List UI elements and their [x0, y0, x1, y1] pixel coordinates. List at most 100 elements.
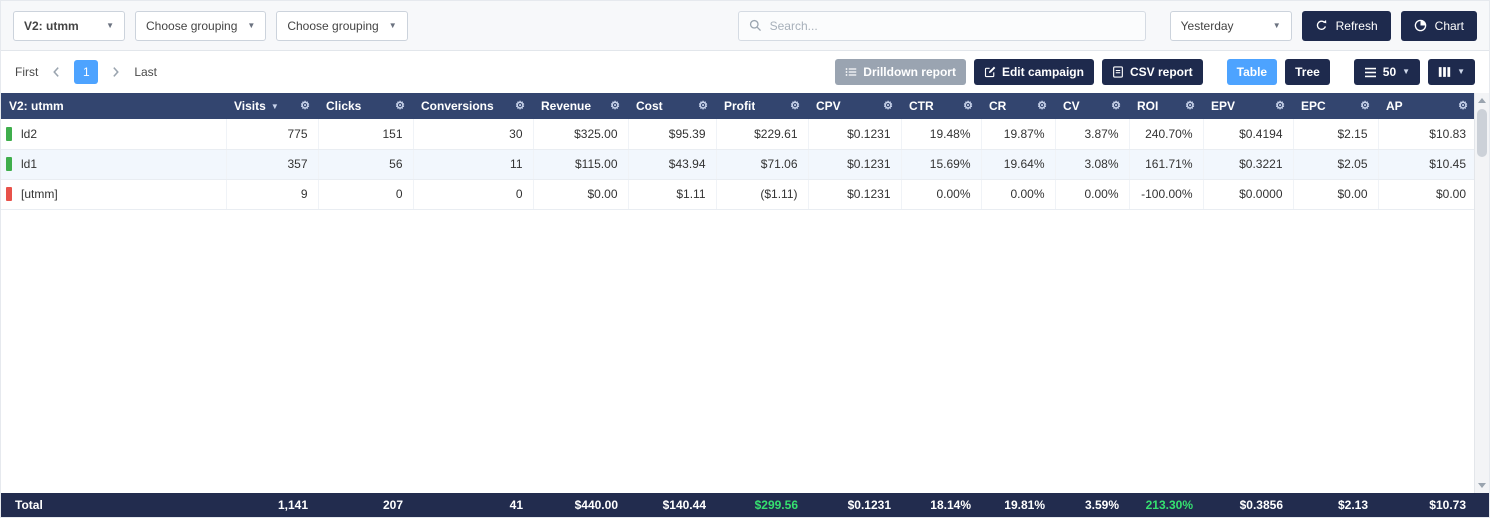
column-settings-gear-icon[interactable]: ⚙ — [698, 99, 708, 112]
total-bar: Total 1,141 207 41 $440.00 $140.44 $299.… — [1, 493, 1489, 517]
column-header-clicks[interactable]: Clicks ⚙ — [318, 93, 413, 119]
total-label: Total — [15, 498, 43, 512]
cell-cpv: $0.1231 — [808, 149, 902, 180]
column-header-roi[interactable]: ROI ⚙ — [1129, 93, 1203, 119]
column-settings-gear-icon[interactable]: ⚙ — [1185, 99, 1195, 112]
table-row[interactable]: ld2 775 151 30 $325.00 $95.39 $229.61 $0… — [1, 119, 1476, 150]
drilldown-report-button[interactable]: Drilldown report — [835, 59, 966, 85]
pagination-current-page[interactable]: 1 — [74, 60, 99, 84]
vertical-scrollbar[interactable] — [1474, 93, 1489, 493]
cell-roi: 240.70% — [1129, 119, 1204, 150]
tree-view-label: Tree — [1295, 65, 1320, 79]
column-header-cpv[interactable]: CPV ⚙ — [808, 93, 901, 119]
total-roi: 213.30% — [1145, 498, 1193, 512]
columns-icon — [1438, 66, 1451, 78]
scrollbar-thumb[interactable] — [1477, 109, 1487, 157]
column-header-visits[interactable]: Visits ▼ ⚙ — [226, 93, 318, 119]
column-settings-gear-icon[interactable]: ⚙ — [883, 99, 893, 112]
total-cpv: $0.1231 — [847, 498, 891, 512]
list-icon — [845, 66, 857, 78]
column-header-epv[interactable]: EPV ⚙ — [1203, 93, 1293, 119]
cell-profit: $71.06 — [716, 149, 809, 180]
cell-cr: 0.00% — [981, 179, 1056, 210]
pagination: First 1 Last — [15, 60, 157, 84]
sort-desc-icon: ▼ — [270, 101, 279, 111]
column-settings-gear-icon[interactable]: ⚙ — [790, 99, 800, 112]
report-table: V2: utmm Visits ▼ ⚙ Clicks ⚙ Conversions ⚙ R… — [1, 93, 1476, 210]
rows-per-page-value: 50 — [1382, 65, 1397, 79]
column-settings-gear-icon[interactable]: ⚙ — [300, 99, 310, 112]
table-row[interactable]: [utmm] 9 0 0 $0.00 $1.11 ($1.11) $0.1231… — [1, 179, 1476, 210]
cell-conversions: 30 — [413, 119, 534, 150]
drilldown-report-label: Drilldown report — [863, 65, 956, 79]
row-name-cell[interactable]: [utmm] — [1, 179, 227, 210]
chevron-right-icon[interactable] — [111, 65, 121, 79]
column-settings-gear-icon[interactable]: ⚙ — [395, 99, 405, 112]
column-settings-gear-icon[interactable]: ⚙ — [1360, 99, 1370, 112]
cell-profit: ($1.11) — [716, 179, 809, 210]
edit-campaign-button[interactable]: Edit campaign — [973, 59, 1094, 85]
hamburger-icon — [1364, 67, 1377, 78]
row-name-cell[interactable]: ld2 — [1, 119, 227, 150]
chevron-down-icon: ▼ — [1272, 20, 1281, 30]
cell-conversions: 0 — [413, 179, 534, 210]
column-header-cr[interactable]: CR ⚙ — [981, 93, 1055, 119]
tree-view-button[interactable]: Tree — [1285, 59, 1330, 85]
table-row[interactable]: ld1 357 56 11 $115.00 $43.94 $71.06 $0.1… — [1, 149, 1476, 180]
cell-cpv: $0.1231 — [808, 119, 902, 150]
total-clicks: 207 — [382, 498, 403, 512]
columns-settings-button[interactable]: ▼ — [1428, 59, 1475, 85]
column-header-cost[interactable]: Cost ⚙ — [628, 93, 716, 119]
column-settings-gear-icon[interactable]: ⚙ — [1111, 99, 1121, 112]
status-indicator — [6, 157, 12, 171]
column-header-revenue[interactable]: Revenue ⚙ — [533, 93, 628, 119]
refresh-button[interactable]: Refresh — [1301, 10, 1391, 41]
pagination-last[interactable]: Last — [134, 65, 158, 79]
search-input[interactable] — [769, 18, 1135, 33]
controls-row: First 1 Last Drilldown report Edit c — [1, 51, 1489, 93]
column-settings-gear-icon[interactable]: ⚙ — [1037, 99, 1047, 112]
column-settings-gear-icon[interactable]: ⚙ — [963, 99, 973, 112]
scroll-down-arrow-icon[interactable] — [1478, 483, 1486, 488]
cell-cr: 19.87% — [981, 119, 1056, 150]
column-settings-gear-icon[interactable]: ⚙ — [1275, 99, 1285, 112]
campaign-select[interactable]: V2: utmm ▼ — [13, 10, 125, 41]
column-header-ap[interactable]: AP ⚙ — [1378, 93, 1476, 119]
cell-visits: 9 — [226, 179, 319, 210]
csv-report-button[interactable]: CSV report — [1101, 59, 1203, 85]
cell-cpv: $0.1231 — [808, 179, 902, 210]
column-header-ctr[interactable]: CTR ⚙ — [901, 93, 981, 119]
cell-epv: $0.4194 — [1203, 119, 1294, 150]
column-header-conversions[interactable]: Conversions ⚙ — [413, 93, 533, 119]
total-revenue: $440.00 — [574, 498, 618, 512]
cell-epc: $2.15 — [1293, 119, 1379, 150]
chevron-left-icon[interactable] — [51, 65, 61, 79]
column-settings-gear-icon[interactable]: ⚙ — [515, 99, 525, 112]
cell-clicks: 151 — [318, 119, 414, 150]
column-header-cv[interactable]: CV ⚙ — [1055, 93, 1129, 119]
total-profit: $299.56 — [754, 498, 798, 512]
cell-cost: $43.94 — [628, 149, 717, 180]
grouping-select-2[interactable]: Choose grouping ▼ — [276, 10, 408, 41]
chevron-down-icon: ▼ — [1457, 67, 1465, 76]
grouping-select-1[interactable]: Choose grouping ▼ — [135, 10, 267, 41]
actions-group: Drilldown report Edit campaign CSV repor… — [835, 59, 1475, 85]
cell-ctr: 19.48% — [901, 119, 982, 150]
scroll-up-arrow-icon[interactable] — [1478, 98, 1486, 103]
table-view-label: Table — [1236, 65, 1268, 79]
column-header-profit[interactable]: Profit ⚙ — [716, 93, 808, 119]
date-range-select[interactable]: Yesterday ▼ — [1169, 10, 1292, 41]
row-name-cell[interactable]: ld1 — [1, 149, 227, 180]
empty-table-area — [1, 209, 1489, 493]
total-ctr: 18.14% — [930, 498, 971, 512]
rows-per-page-button[interactable]: 50 ▼ — [1353, 59, 1421, 85]
column-header-epc[interactable]: EPC ⚙ — [1293, 93, 1378, 119]
cell-cost: $95.39 — [628, 119, 717, 150]
column-settings-gear-icon[interactable]: ⚙ — [610, 99, 620, 112]
pagination-first[interactable]: First — [15, 65, 39, 79]
csv-report-label: CSV report — [1129, 65, 1193, 79]
chart-button[interactable]: Chart — [1400, 10, 1477, 41]
column-settings-gear-icon[interactable]: ⚙ — [1458, 99, 1468, 112]
table-view-button[interactable]: Table — [1226, 59, 1278, 85]
